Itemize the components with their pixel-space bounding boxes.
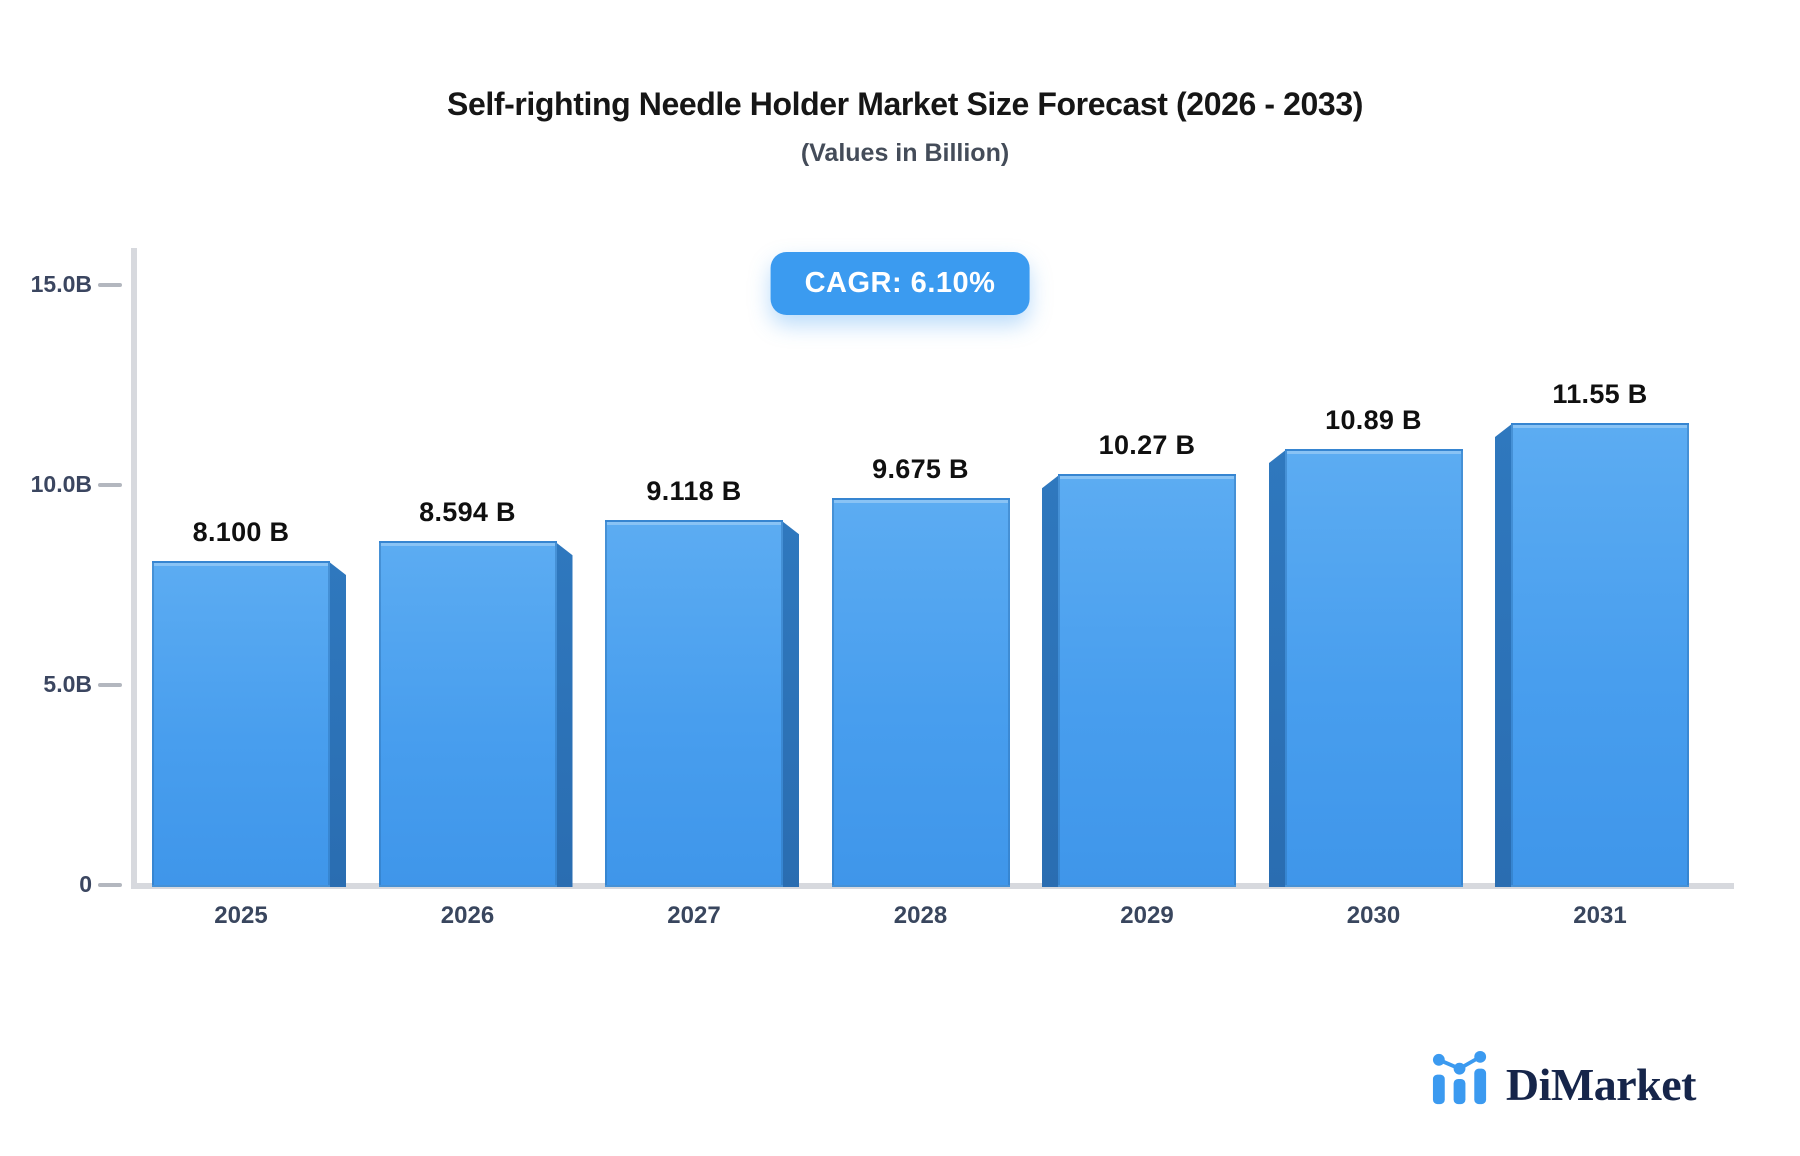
x-axis-label-2031: 2031 [1573, 902, 1627, 929]
bar-chart-icon [1432, 1050, 1486, 1105]
bar-value-label: 10.89 B [1325, 405, 1422, 436]
chart-subtitle: (Values in Billion) [800, 139, 1010, 167]
bar-3d-side [1495, 423, 1513, 887]
y-tick-dash [98, 483, 122, 487]
bar-2030 [1284, 449, 1463, 887]
chart-title: Self-righting Needle Holder Market Size … [447, 86, 1363, 122]
x-axis-label-2028: 2028 [893, 902, 948, 929]
bar-3d-side [1042, 474, 1060, 887]
bar-2027 [605, 520, 783, 887]
brand-logo-text: DiMarket [1505, 1059, 1697, 1110]
bar-2031 [1511, 423, 1689, 887]
y-tick-dash [98, 883, 122, 887]
x-axis-label-2025: 2025 [214, 902, 268, 929]
bar-value-label: 8.100 B [192, 517, 290, 547]
y-tick-label: 5.0B [43, 671, 92, 697]
y-tick-label: 10.0B [30, 471, 92, 497]
y-tick-label: 15.0B [30, 271, 92, 297]
y-tick-dash [98, 283, 122, 287]
bar-value-label: 8.594 B [419, 497, 516, 528]
bar-2026 [378, 541, 557, 887]
bar-value-label: 9.675 B [872, 454, 969, 484]
bar-value-label: 9.118 B [646, 476, 742, 507]
y-axis-line [131, 248, 137, 888]
y-tick-dash [98, 683, 122, 687]
y-tick-label: 0 [79, 871, 92, 897]
bar-2025 [152, 561, 330, 887]
cagr-badge: CAGR: 6.10% [770, 252, 1030, 315]
bar-3d-side [328, 561, 346, 887]
x-axis-label-2027: 2027 [667, 902, 721, 929]
bar-3d-side [554, 541, 573, 887]
x-axis-label-2030: 2030 [1346, 902, 1401, 929]
bar-3d-side [1268, 449, 1287, 887]
bar-2029 [1058, 474, 1236, 887]
x-axis-label-2026: 2026 [440, 902, 495, 929]
bar-3d-side [781, 520, 799, 887]
bar-2028 [831, 498, 1010, 887]
chart-header: Self-righting Needle Holder Market Size … [70, 86, 1740, 168]
bar-value-label: 10.27 B [1098, 430, 1196, 461]
bar-value-label: 11.55 B [1552, 379, 1648, 409]
brand-logo: DiMarket [1430, 1050, 1697, 1110]
x-axis-label-2029: 2029 [1120, 902, 1174, 929]
